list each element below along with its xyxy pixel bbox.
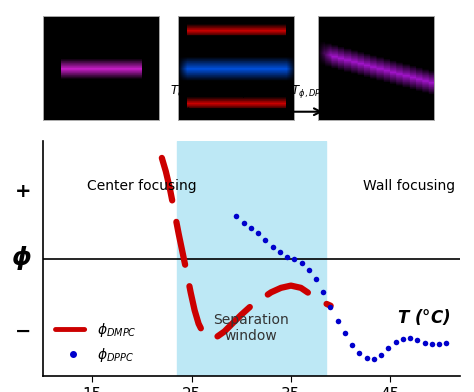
Point xyxy=(370,356,378,362)
Point xyxy=(269,244,276,250)
Point xyxy=(291,256,298,263)
Point xyxy=(406,335,414,341)
Point xyxy=(254,230,262,236)
Point xyxy=(262,237,269,243)
Text: Separation
window: Separation window xyxy=(213,313,289,343)
Point xyxy=(443,339,450,346)
Text: Wall focusing: Wall focusing xyxy=(363,179,455,193)
Point xyxy=(305,267,312,273)
Point xyxy=(363,355,371,361)
Point xyxy=(392,339,400,345)
Point xyxy=(428,341,436,347)
Text: $T_{\phi,DMPC} < T_{separation} < T_{\phi,DPPC}$: $T_{\phi,DMPC} < T_{separation} < T_{\ph… xyxy=(170,83,332,100)
Point xyxy=(399,336,407,342)
Point xyxy=(356,350,363,356)
Text: Center focusing: Center focusing xyxy=(87,179,197,193)
Point xyxy=(247,225,255,231)
Text: +: + xyxy=(15,182,31,201)
Bar xyxy=(177,141,326,376)
Point xyxy=(240,220,247,226)
Point xyxy=(377,351,385,358)
Point xyxy=(233,213,240,219)
Point xyxy=(327,304,334,310)
Point xyxy=(385,345,392,351)
Point xyxy=(421,340,428,346)
Legend: $\phi_{DMPC}$, $\phi_{DPPC}$: $\phi_{DMPC}$, $\phi_{DPPC}$ xyxy=(50,315,142,369)
Point xyxy=(334,318,342,324)
Point xyxy=(435,341,443,347)
Text: −: − xyxy=(15,322,31,341)
Point xyxy=(298,260,305,267)
Point xyxy=(414,338,421,344)
Point xyxy=(276,249,283,256)
Text: $\bfit{T}$ (°C): $\bfit{T}$ (°C) xyxy=(397,307,450,327)
Point xyxy=(341,330,349,336)
Y-axis label: $\boldsymbol{\phi}$: $\boldsymbol{\phi}$ xyxy=(11,245,32,272)
Point xyxy=(283,253,291,260)
Point xyxy=(312,276,320,283)
Point xyxy=(348,341,356,348)
Point xyxy=(319,289,327,295)
